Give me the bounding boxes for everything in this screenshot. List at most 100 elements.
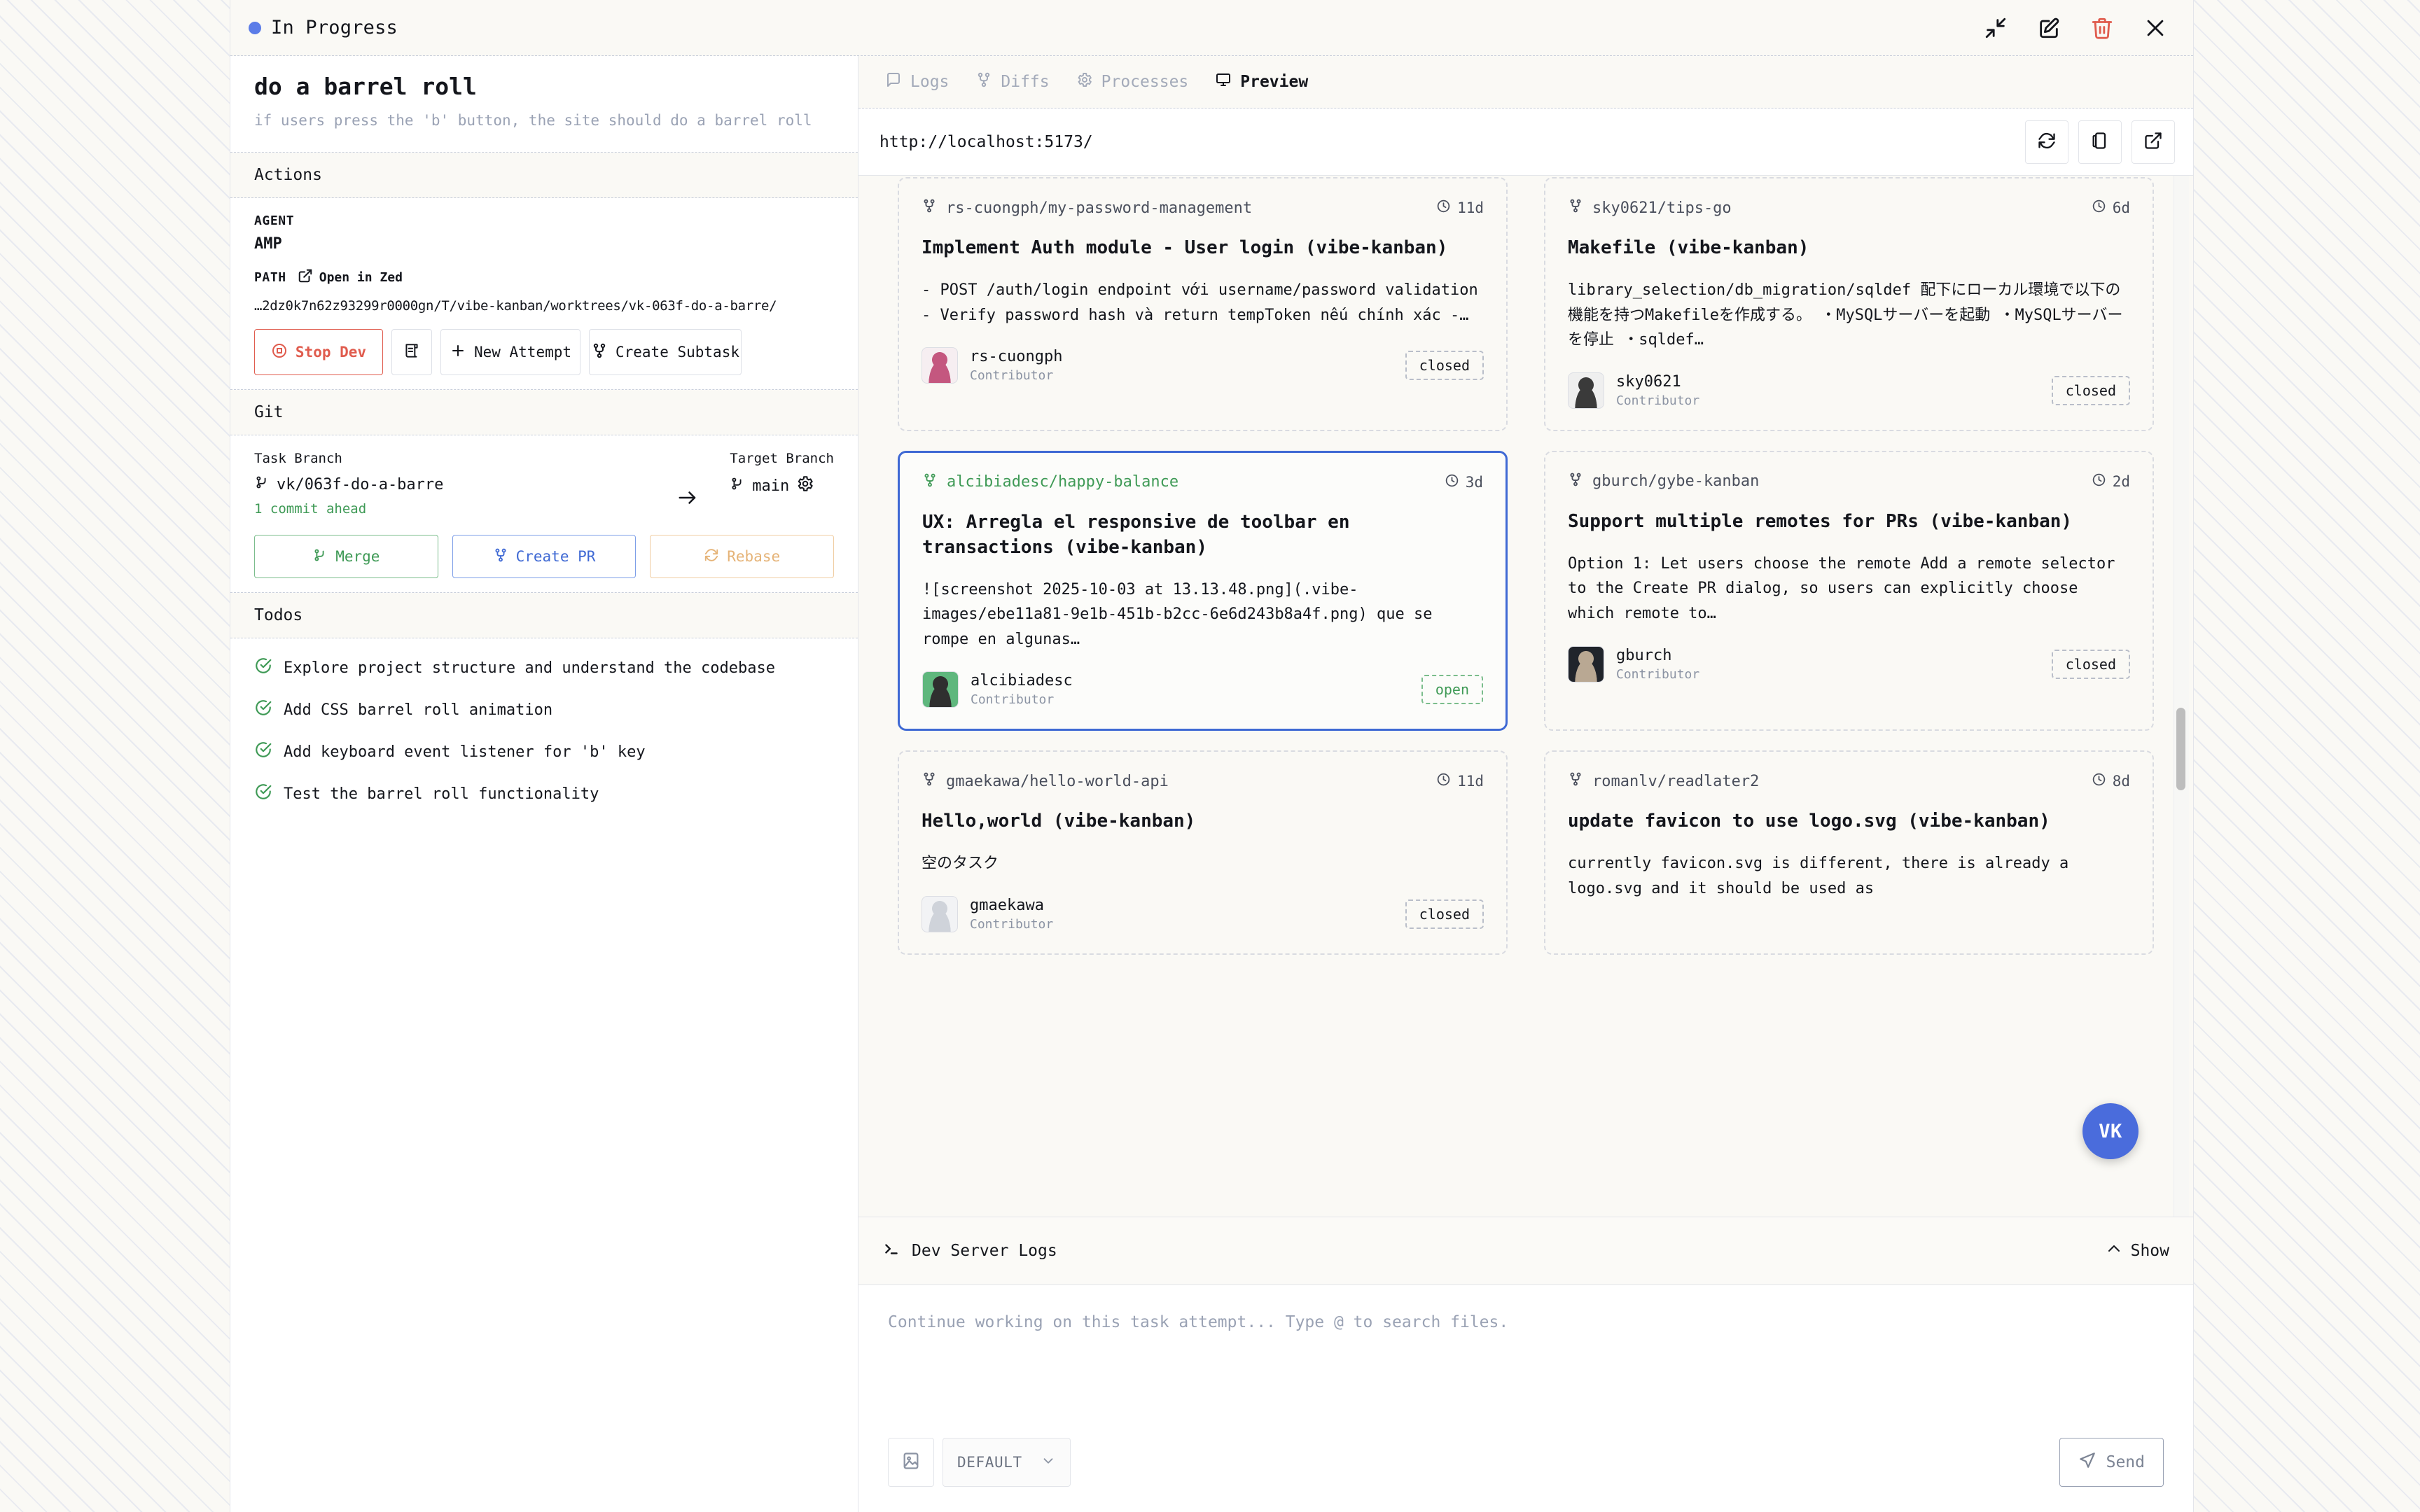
card-body: currently favicon.svg is different, ther… xyxy=(1568,855,2069,897)
repo-label: romanlv/readlater2 xyxy=(1592,772,1760,790)
trash-icon[interactable] xyxy=(2089,15,2115,41)
monitor-icon xyxy=(1215,71,1232,92)
tab-preview-label: Preview xyxy=(1240,73,1309,91)
arrow-right-icon xyxy=(646,451,730,508)
modal-body: do a barrel roll if users press the 'b' … xyxy=(230,56,2193,1512)
path-label: PATH xyxy=(254,270,286,286)
git-action-buttons: Merge Create PR xyxy=(254,535,835,579)
open-in-editor-button[interactable]: Open in Zed xyxy=(298,268,403,287)
issue-card[interactable]: gmaekawa/hello-world-api 11d Hello,world… xyxy=(898,750,1508,955)
tab-processes[interactable]: Processes xyxy=(1076,71,1188,92)
issue-card[interactable]: rs-cuongph/my-password-management 11d Im… xyxy=(898,177,1508,431)
refresh-button[interactable] xyxy=(2025,120,2068,164)
tab-diffs[interactable]: Diffs xyxy=(975,71,1050,92)
card-author: gmaekawa Contributor xyxy=(922,895,1054,932)
todos-section-header: Todos xyxy=(230,593,858,639)
status-dot-icon xyxy=(249,21,261,34)
list-item[interactable]: Add CSS barrel roll animation xyxy=(254,699,834,721)
new-attempt-label: New Attempt xyxy=(473,344,572,361)
create-pr-button[interactable]: Create PR xyxy=(452,535,637,579)
pull-request-icon xyxy=(1568,771,1583,791)
collapse-icon[interactable] xyxy=(1983,15,2008,41)
author-name: gburch xyxy=(1616,646,1672,664)
git-section-header: Git xyxy=(230,390,858,436)
chevron-up-icon xyxy=(2106,1240,2122,1261)
create-subtask-button[interactable]: Create Subtask xyxy=(589,329,742,376)
open-external-button[interactable] xyxy=(2132,120,2175,164)
repo-label: alcibiadesc/happy-balance xyxy=(947,473,1179,491)
merge-button[interactable]: Merge xyxy=(254,535,438,579)
tab-preview[interactable]: Preview xyxy=(1215,71,1308,92)
task-branch-value[interactable]: vk/063f-do-a-barre xyxy=(254,475,646,494)
check-circle-icon xyxy=(254,741,272,763)
rebase-button[interactable]: Rebase xyxy=(650,535,835,579)
author-role: Contributor xyxy=(1616,393,1700,408)
author-role: Contributor xyxy=(971,692,1055,708)
edit-icon[interactable] xyxy=(2036,15,2061,41)
stop-dev-button[interactable]: Stop Dev xyxy=(254,329,383,376)
attach-image-button[interactable] xyxy=(888,1438,934,1487)
card-title: UX: Arregla el responsive de toolbar en … xyxy=(922,511,1350,558)
task-branch-name: vk/063f-do-a-barre xyxy=(277,475,444,493)
avatar xyxy=(1568,372,1604,409)
variant-select[interactable]: DEFAULT xyxy=(943,1438,1071,1487)
device-toggle-button[interactable] xyxy=(2078,120,2122,164)
dev-logs-toggle[interactable]: Show xyxy=(2106,1240,2169,1261)
age-label: 8d xyxy=(2112,773,2130,790)
todo-label: Explore project structure and understand… xyxy=(284,659,775,677)
task-branch-label: Task Branch xyxy=(254,451,342,467)
target-branch-name: main xyxy=(752,477,790,495)
pull-request-icon xyxy=(922,198,937,218)
dev-server-logs-bar[interactable]: Dev Server Logs Show xyxy=(858,1217,2193,1285)
issue-card[interactable]: gburch/gybe-kanban 2d Support multiple r… xyxy=(1544,450,2154,732)
target-branch-value[interactable]: main xyxy=(730,475,834,497)
repo-name: rs-cuongph/my-password-management xyxy=(922,198,1252,218)
preview-scrollbar[interactable] xyxy=(2174,176,2189,1217)
send-label: Send xyxy=(2106,1453,2145,1471)
url-input[interactable]: http://localhost:5173/ xyxy=(879,132,1093,151)
send-button[interactable]: Send xyxy=(2059,1438,2164,1487)
list-item[interactable]: Test the barrel roll functionality xyxy=(254,783,834,805)
clock-icon xyxy=(2092,772,2106,790)
avatar xyxy=(922,347,958,384)
pull-request-icon xyxy=(1568,198,1583,218)
clock-icon xyxy=(1445,473,1459,491)
main-panel: Logs Diffs xyxy=(858,56,2193,1512)
status-badge: closed xyxy=(1405,351,1484,381)
rebase-label: Rebase xyxy=(727,548,781,566)
new-attempt-button[interactable]: New Attempt xyxy=(440,329,580,376)
issue-card[interactable]: alcibiadesc/happy-balance 3d UX: Arregla… xyxy=(898,450,1508,732)
preview-scrollbar-thumb[interactable] xyxy=(2176,708,2185,790)
card-title: Implement Auth module - User login (vibe… xyxy=(922,237,1448,258)
close-icon[interactable] xyxy=(2143,15,2168,41)
age-label: 3d xyxy=(1465,473,1483,491)
dev-logs-button[interactable] xyxy=(391,329,432,376)
issue-card[interactable]: romanlv/readlater2 8d update favicon to … xyxy=(1544,750,2154,955)
card-age: 11d xyxy=(1436,199,1484,217)
gear-icon[interactable] xyxy=(796,475,814,497)
branch-icon xyxy=(730,476,745,496)
status-label: In Progress xyxy=(271,17,398,38)
todo-label: Add CSS barrel roll animation xyxy=(284,701,553,719)
tab-logs[interactable]: Logs xyxy=(885,71,949,92)
list-item[interactable]: Explore project structure and understand… xyxy=(254,657,834,679)
pull-request-icon xyxy=(493,547,508,566)
refresh-icon xyxy=(704,547,719,566)
author-role: Contributor xyxy=(970,916,1054,932)
composer-input[interactable]: Continue working on this task attempt...… xyxy=(888,1313,1509,1331)
tab-diffs-label: Diffs xyxy=(1001,73,1050,91)
dev-logs-left: Dev Server Logs xyxy=(882,1240,1057,1262)
card-author: sky0621 Contributor xyxy=(1568,372,1699,409)
issue-card[interactable]: sky0621/tips-go 6d Makefile (vibe-kanban… xyxy=(1544,177,2154,431)
branch-icon xyxy=(312,547,328,566)
worktree-path: …2dz0k7n62z93299r0000gn/T/vibe-kanban/wo… xyxy=(254,298,777,314)
list-item[interactable]: Add keyboard event listener for 'b' key xyxy=(254,741,834,763)
todo-label: Add keyboard event listener for 'b' key xyxy=(284,743,646,761)
branch-icon xyxy=(975,71,992,92)
git-section-body: Task Branch vk/063f-do-a-barre 1 commit … xyxy=(230,435,858,594)
terminal-icon xyxy=(882,1240,900,1262)
vk-badge[interactable]: VK xyxy=(2082,1103,2139,1159)
tab-logs-label: Logs xyxy=(910,73,950,91)
card-header: romanlv/readlater2 8d xyxy=(1568,771,2130,791)
variant-value: DEFAULT xyxy=(957,1454,1022,1471)
